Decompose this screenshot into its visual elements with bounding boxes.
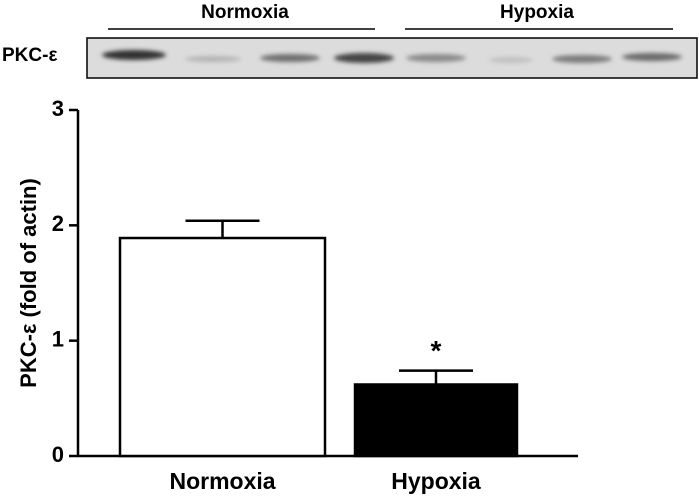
y-tick-label: 3 [52, 96, 64, 121]
bar [353, 383, 519, 458]
y-tick-label: 0 [52, 442, 64, 467]
y-tick-label: 2 [52, 211, 64, 236]
x-tick-label: Hypoxia [391, 468, 481, 494]
bar [118, 236, 327, 458]
blot-image [86, 37, 698, 79]
blot-group-label: Hypoxia [500, 2, 574, 23]
annotation: * [431, 335, 442, 366]
blot-label: PKC-ε [2, 45, 57, 66]
x-tick-label: Normoxia [169, 468, 275, 494]
blot-group-label: Normoxia [201, 2, 289, 23]
y-axis-label: PKC-ε (fold of actin) [16, 178, 41, 388]
y-tick-label: 1 [52, 326, 64, 351]
